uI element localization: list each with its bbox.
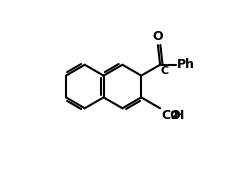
- Text: H: H: [174, 109, 184, 122]
- Text: Ph: Ph: [177, 58, 195, 71]
- Text: CO: CO: [161, 109, 181, 122]
- Text: 2: 2: [171, 111, 177, 121]
- Text: C: C: [161, 66, 169, 76]
- Text: O: O: [153, 30, 163, 43]
